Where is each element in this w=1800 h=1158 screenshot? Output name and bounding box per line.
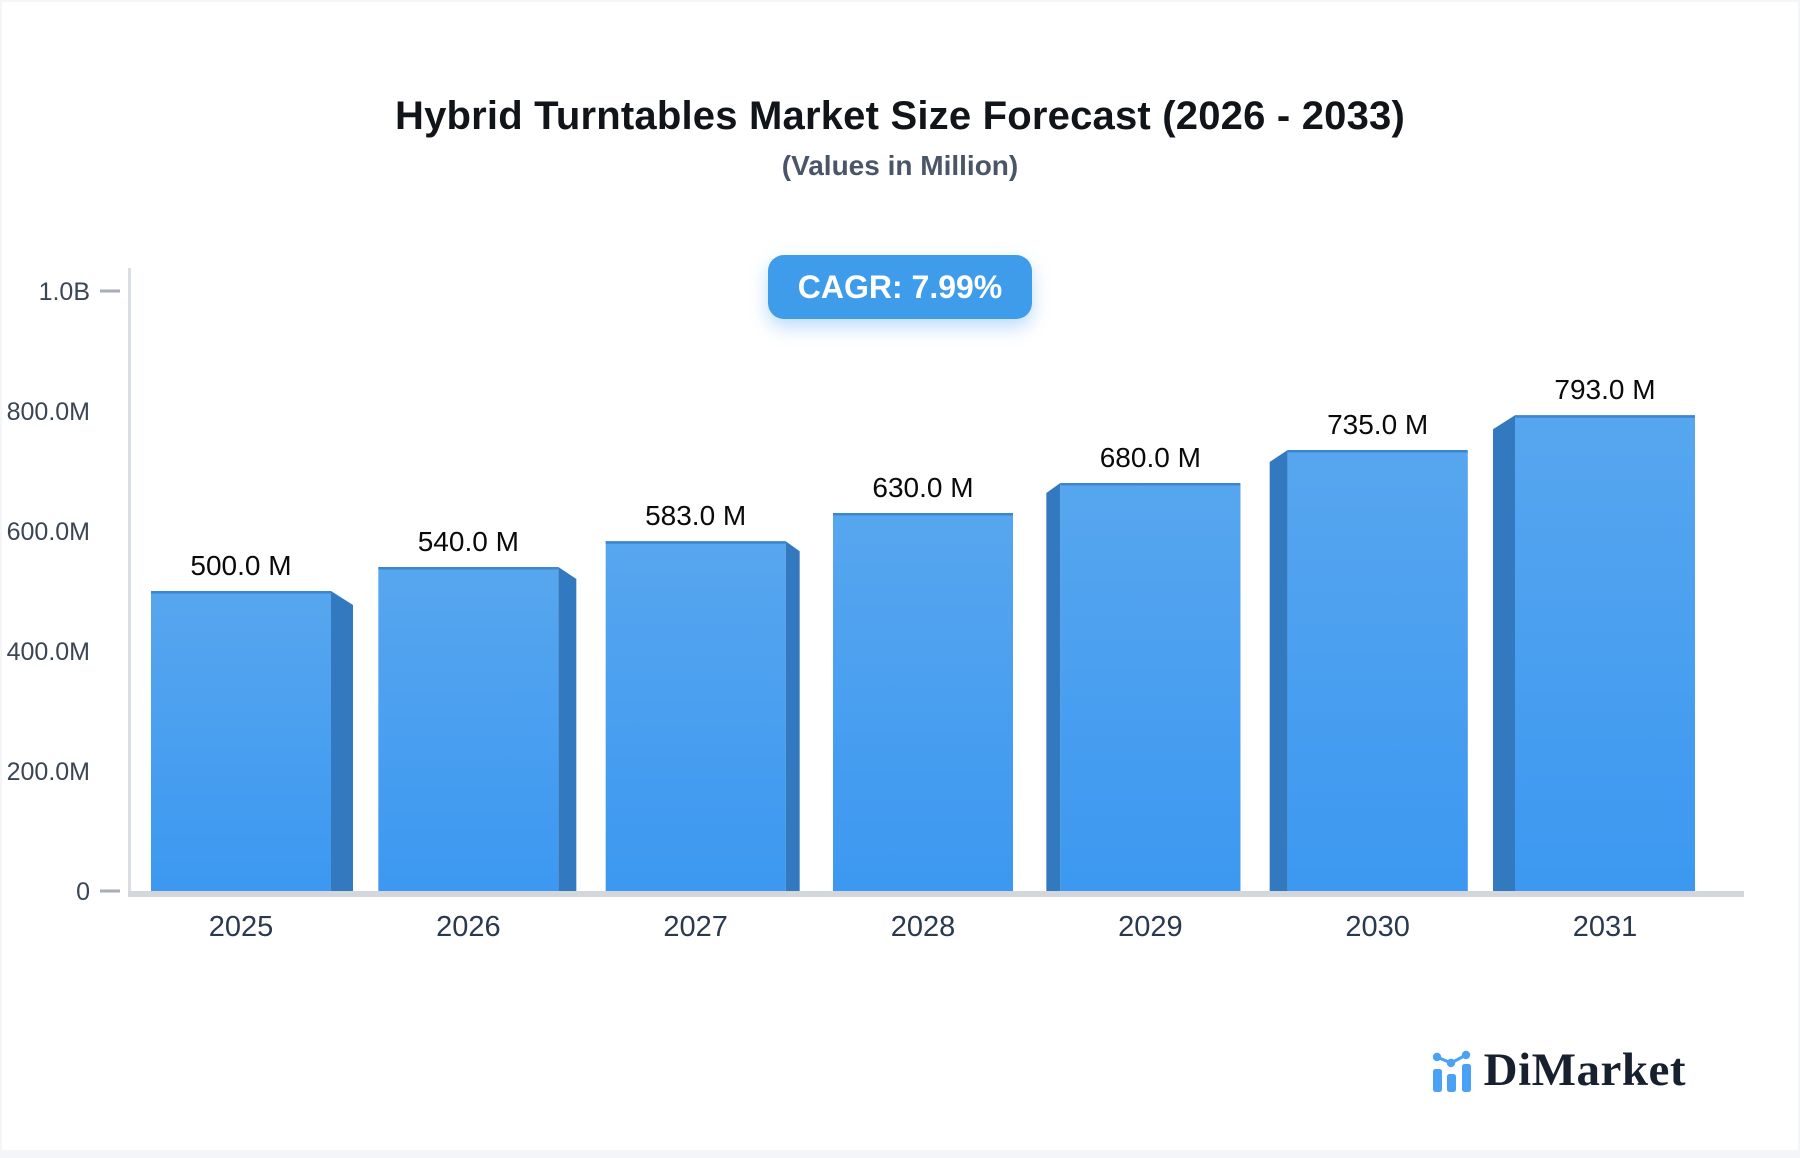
bar-side xyxy=(1493,415,1515,891)
y-tick-label: 400.0M xyxy=(7,638,90,666)
bar-top-edge xyxy=(605,541,786,544)
x-category-label: 2029 xyxy=(1118,911,1183,943)
bar-2025 xyxy=(151,591,331,891)
bar-2027 xyxy=(605,541,786,891)
y-tick-label: 0 xyxy=(76,878,90,906)
brand-logo: DiMarket xyxy=(1432,1042,1686,1094)
bar-2028 xyxy=(833,513,1013,891)
bar-2030 xyxy=(1287,450,1468,891)
x-category-label: 2027 xyxy=(663,911,728,943)
bar-value-label: 793.0 M xyxy=(1554,374,1655,405)
cagr-badge: CAGR: 7.99% xyxy=(767,255,1033,319)
bar-side xyxy=(1046,483,1061,891)
x-category-label: 2028 xyxy=(891,911,956,943)
bar-2029 xyxy=(1060,483,1241,891)
bar-value-label: 630.0 M xyxy=(872,472,973,503)
x-category-label: 2030 xyxy=(1345,911,1410,943)
bar-value-label: 735.0 M xyxy=(1327,409,1428,440)
bar-top-edge xyxy=(1287,450,1468,453)
bar-value-label: 583.0 M xyxy=(645,500,746,531)
y-tick-label: 600.0M xyxy=(7,518,90,546)
bar-value-label: 500.0 M xyxy=(190,550,291,581)
bar-side xyxy=(558,567,577,891)
bar-top-edge xyxy=(833,513,1013,516)
chart-title: Hybrid Turntables Market Size Forecast (… xyxy=(394,94,1406,138)
x-axis-line xyxy=(128,891,1744,897)
bar-top-edge xyxy=(151,591,331,594)
bar-value-label: 540.0 M xyxy=(418,526,519,557)
bar-side xyxy=(331,591,353,891)
cagr-badge-row: CAGR: 7.99% xyxy=(2,255,1798,319)
bar-top-edge xyxy=(1060,483,1241,486)
bar-side xyxy=(785,541,800,891)
brand-name: DiMarket xyxy=(1483,1044,1686,1096)
bar-2031 xyxy=(1515,415,1695,891)
bar-value-label: 680.0 M xyxy=(1100,442,1201,473)
bar-2026 xyxy=(378,567,559,891)
bar-side xyxy=(1269,450,1288,891)
bar-top-edge xyxy=(378,567,559,570)
y-axis-line xyxy=(128,268,131,891)
y-tick-label: 800.0M xyxy=(7,398,90,426)
y-tick-label: 200.0M xyxy=(7,758,90,786)
x-category-label: 2031 xyxy=(1573,911,1638,943)
chart-subtitle: (Values in Million) xyxy=(781,150,1019,181)
bar-top-edge xyxy=(1515,415,1695,418)
x-category-label: 2026 xyxy=(436,911,501,943)
y-tick-dash xyxy=(100,889,120,893)
y-tick-dash xyxy=(100,289,120,293)
x-category-label: 2025 xyxy=(209,911,274,943)
y-tick-label: 1.0B xyxy=(39,278,90,306)
bar-chart-sparkline-icon xyxy=(1432,1050,1471,1092)
